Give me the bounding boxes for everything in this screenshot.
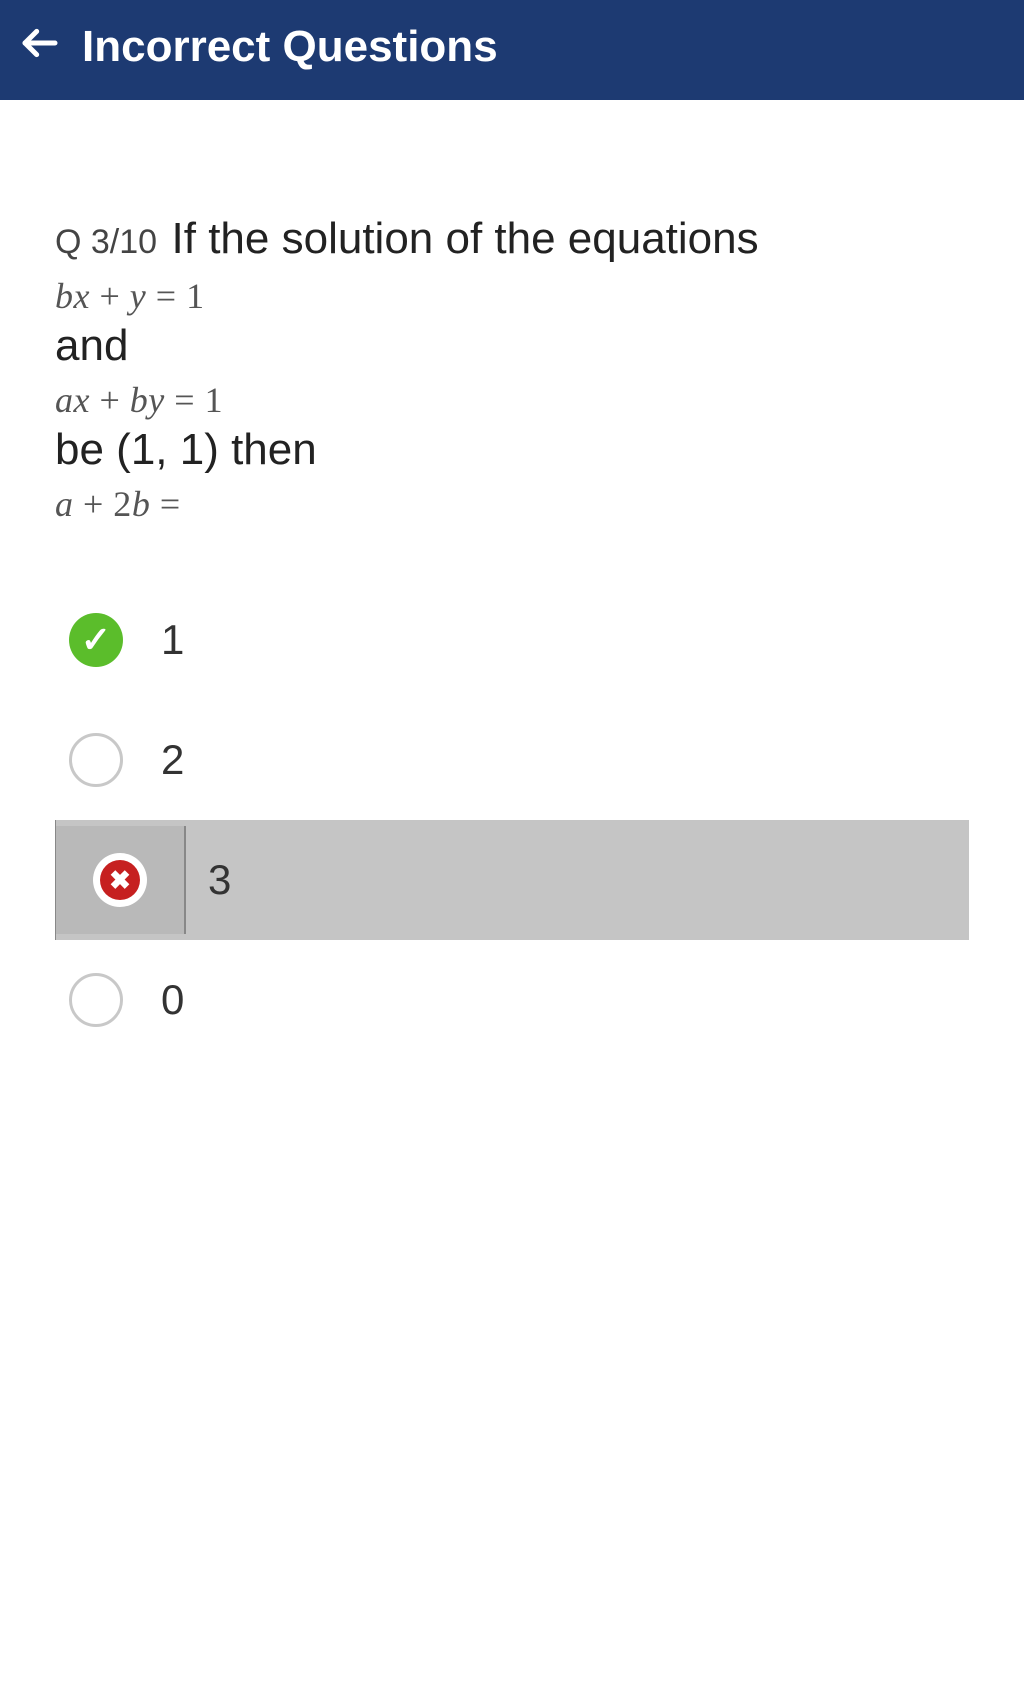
question-text-line2: be (1, 1) then: [55, 425, 969, 475]
option-label: 3: [208, 856, 231, 904]
question-connector: and: [55, 321, 969, 371]
radio-empty-icon: [69, 733, 123, 787]
question-equation-2: ax + by = 1: [55, 379, 969, 421]
check-icon: ✓: [69, 613, 123, 667]
option-wrong[interactable]: ✖ 3: [55, 820, 969, 940]
question-block: Q 3/10 If the solution of the equations …: [55, 210, 969, 525]
option-empty[interactable]: 0: [55, 940, 969, 1060]
option-label: 2: [161, 736, 184, 784]
question-number-label: Q 3/10: [55, 223, 157, 261]
back-arrow-icon[interactable]: [20, 23, 60, 71]
header-title: Incorrect Questions: [82, 22, 498, 72]
options-list: ✓ 1 2 ✖ 3 0: [55, 580, 969, 1060]
cross-icon: ✖: [93, 853, 147, 907]
wrong-icon-box: ✖: [56, 826, 186, 934]
radio-empty-icon: [69, 973, 123, 1027]
question-text-line1: If the solution of the equations: [172, 214, 759, 263]
content-area: Q 3/10 If the solution of the equations …: [0, 100, 1024, 1060]
option-correct[interactable]: ✓ 1: [55, 580, 969, 700]
question-equation-1: bx + y = 1: [55, 275, 969, 317]
option-label-box: 3: [186, 826, 969, 934]
question-equation-3: a + 2b =: [55, 483, 969, 525]
header-bar: Incorrect Questions: [0, 0, 1024, 100]
option-empty[interactable]: 2: [55, 700, 969, 820]
question-prompt-line: Q 3/10 If the solution of the equations: [55, 210, 969, 267]
option-label: 1: [161, 616, 184, 664]
option-label: 0: [161, 976, 184, 1024]
